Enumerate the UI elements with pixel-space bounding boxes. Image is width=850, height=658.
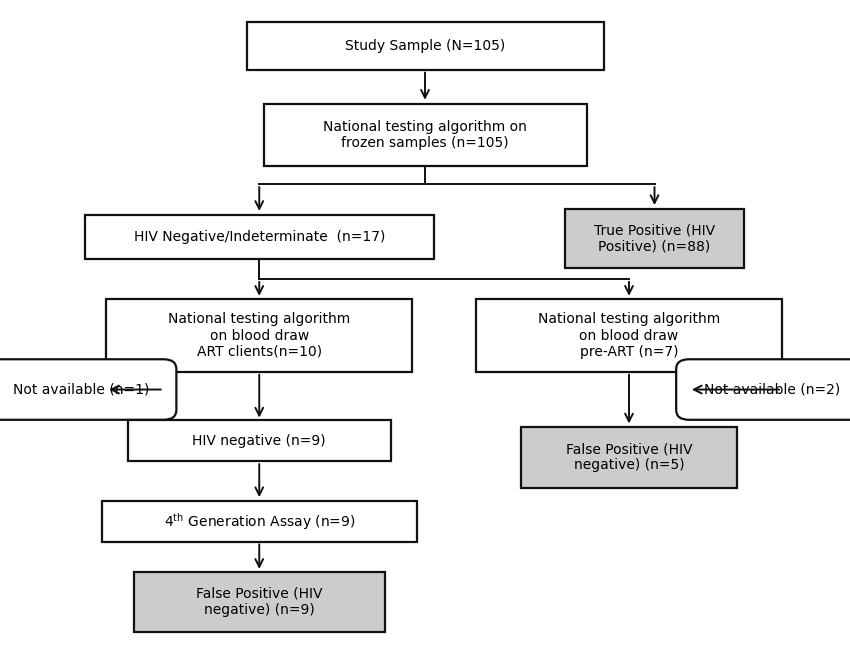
FancyBboxPatch shape bbox=[476, 299, 782, 372]
FancyBboxPatch shape bbox=[85, 215, 434, 259]
Text: Not available (n=1): Not available (n=1) bbox=[13, 382, 149, 397]
FancyBboxPatch shape bbox=[246, 22, 604, 70]
FancyBboxPatch shape bbox=[133, 572, 384, 632]
FancyBboxPatch shape bbox=[565, 209, 744, 268]
FancyBboxPatch shape bbox=[0, 359, 177, 420]
Text: 4$^{\mathregular{th}}$ Generation Assay (n=9): 4$^{\mathregular{th}}$ Generation Assay … bbox=[163, 511, 355, 532]
Text: HIV negative (n=9): HIV negative (n=9) bbox=[192, 434, 326, 448]
FancyBboxPatch shape bbox=[106, 299, 412, 372]
Text: National testing algorithm
on blood draw
pre-ART (n=7): National testing algorithm on blood draw… bbox=[538, 313, 720, 359]
Text: Study Sample (N=105): Study Sample (N=105) bbox=[345, 39, 505, 53]
Text: National testing algorithm
on blood draw
ART clients(n=10): National testing algorithm on blood draw… bbox=[168, 313, 350, 359]
FancyBboxPatch shape bbox=[102, 501, 416, 542]
Text: False Positive (HIV
negative) (n=5): False Positive (HIV negative) (n=5) bbox=[566, 442, 692, 472]
Text: National testing algorithm on
frozen samples (n=105): National testing algorithm on frozen sam… bbox=[323, 120, 527, 150]
Text: False Positive (HIV
negative) (n=9): False Positive (HIV negative) (n=9) bbox=[196, 587, 322, 617]
Text: HIV Negative/Indeterminate  (n=17): HIV Negative/Indeterminate (n=17) bbox=[133, 230, 385, 244]
Text: True Positive (HIV
Positive) (n=88): True Positive (HIV Positive) (n=88) bbox=[594, 223, 715, 253]
FancyBboxPatch shape bbox=[520, 427, 737, 488]
Text: Not available (n=2): Not available (n=2) bbox=[704, 382, 840, 397]
FancyBboxPatch shape bbox=[676, 359, 850, 420]
FancyBboxPatch shape bbox=[264, 103, 586, 166]
FancyBboxPatch shape bbox=[128, 420, 391, 461]
